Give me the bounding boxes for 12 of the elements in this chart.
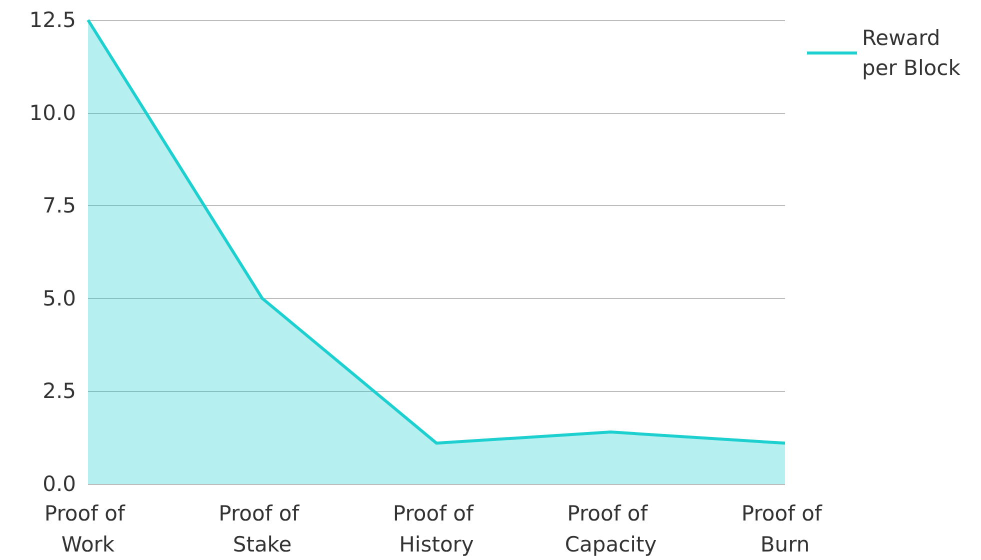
y-tick-label: 0.0: [42, 472, 76, 496]
x-tick-label: Proof of Work: [44, 502, 132, 556]
y-tick-label: 12.5: [29, 8, 76, 32]
y-tick-label: 7.5: [42, 194, 76, 218]
x-tick-label: Proof of Capacity: [564, 502, 657, 556]
x-tick-label: Proof of Stake: [218, 502, 306, 556]
y-tick-label: 5.0: [42, 286, 76, 310]
y-tick-label: 2.5: [42, 379, 76, 404]
y-tick-label: 10.0: [29, 100, 76, 125]
legend-label: Reward per Block: [862, 26, 962, 80]
x-tick-label: Proof of History: [392, 502, 480, 556]
x-tick-label: Proof of Burn: [741, 502, 829, 556]
